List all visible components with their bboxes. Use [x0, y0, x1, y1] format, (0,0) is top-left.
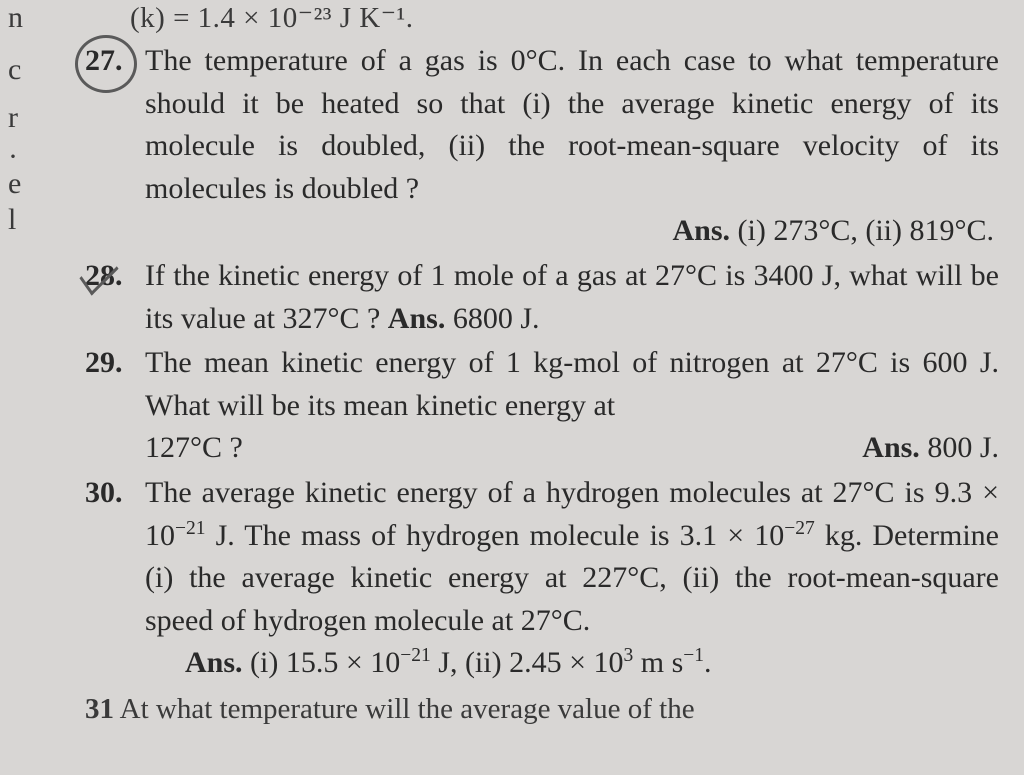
margin-letter: l — [8, 196, 23, 244]
answer-line: Ans. (i) 15.5 × 10−21 J, (ii) 2.45 × 103… — [145, 642, 999, 685]
textbook-page: n c r · e l (k) = 1.4 × 10⁻²³ J K⁻¹. 27.… — [0, 0, 1024, 775]
margin-letter: c — [8, 46, 23, 94]
answer-line: Ans. (i) 273°C, (ii) 819°C. — [145, 210, 999, 253]
question-text: The mean kinetic energy of 1 kg-mol of n… — [145, 342, 999, 427]
top-fragment: (k) = 1.4 × 10⁻²³ J K⁻¹. — [85, 0, 999, 35]
answer-label: Ans. — [672, 214, 730, 247]
question-body: The average kinetic energy of a hydrogen… — [145, 472, 999, 685]
question-29: 29. The mean kinetic energy of 1 kg-mol … — [85, 342, 999, 470]
question-text-tail: 127°C ? — [145, 427, 243, 470]
question-number: 31 — [85, 693, 114, 725]
answer-text: (i) 273°C, (ii) 819°C. — [738, 214, 994, 247]
question-body: The mean kinetic energy of 1 kg-mol of n… — [145, 342, 999, 470]
margin-letter: r — [8, 94, 23, 142]
margin-letters: n c r · e l — [8, 0, 23, 244]
question-text: The temperature of a gas is 0°C. In each… — [145, 44, 999, 205]
question-number: 27. — [85, 40, 145, 253]
bottom-fragment: 31 At what temperature will the average … — [85, 693, 999, 726]
question-number: 29. — [85, 342, 145, 470]
answer-line: Ans. 800 J. — [862, 427, 999, 470]
answer-text: (i) 15.5 × 10−21 J, (ii) 2.45 × 103 m s−… — [250, 646, 712, 679]
question-body: The temperature of a gas is 0°C. In each… — [145, 40, 999, 253]
question-number: 30. — [85, 472, 145, 685]
question-30: 30. The average kinetic energy of a hydr… — [85, 472, 999, 685]
question-27: 27. The temperature of a gas is 0°C. In … — [85, 40, 999, 253]
answer-text: 6800 J. — [445, 302, 539, 335]
margin-letter: n — [8, 0, 23, 42]
question-28: 28. If the kinetic energy of 1 mole of a… — [85, 255, 999, 340]
answer-label: Ans. — [388, 302, 446, 335]
question-body: If the kinetic energy of 1 mole of a gas… — [145, 255, 999, 340]
question-text: The average kinetic energy of a hydrogen… — [145, 476, 999, 637]
question-number: 28. — [85, 255, 145, 340]
answer-label: Ans. — [862, 431, 920, 464]
answer-label: Ans. — [185, 646, 243, 679]
margin-letter: e — [8, 172, 23, 196]
fragment-text: At what temperature will the average val… — [120, 693, 695, 725]
equation-fragment: (k) = 1.4 × 10⁻²³ J K⁻¹. — [130, 2, 413, 34]
question-text: If the kinetic energy of 1 mole of a gas… — [145, 259, 999, 335]
